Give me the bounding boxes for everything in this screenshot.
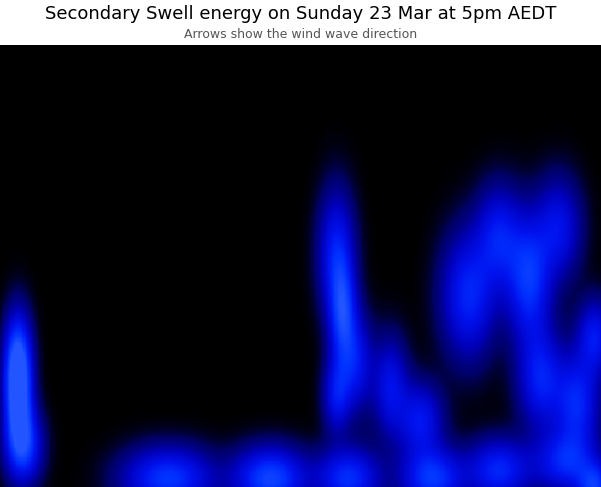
Text: Arrows show the wind wave direction: Arrows show the wind wave direction <box>184 28 417 41</box>
Text: Secondary Swell energy on Sunday 23 Mar at 5pm AEDT: Secondary Swell energy on Sunday 23 Mar … <box>45 5 556 23</box>
